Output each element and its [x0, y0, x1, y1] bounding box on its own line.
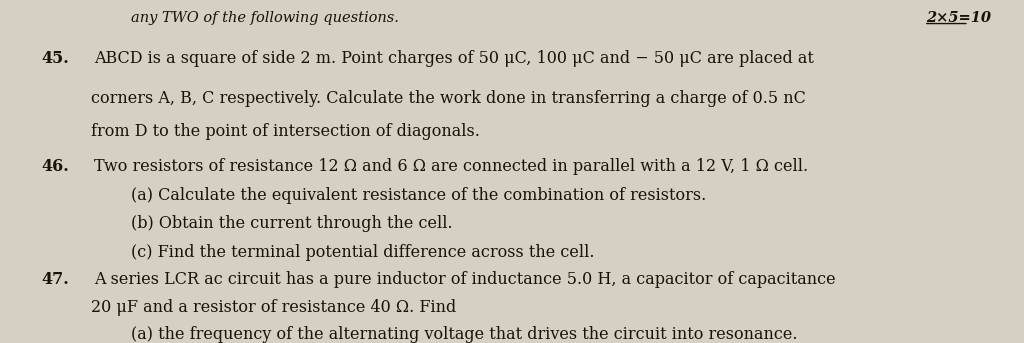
Text: A series LCR ac circuit has a pure inductor of inductance 5.0 H, a capacitor of : A series LCR ac circuit has a pure induc… [94, 271, 836, 287]
Text: 20 μF and a resistor of resistance 40 Ω. Find: 20 μF and a resistor of resistance 40 Ω.… [91, 299, 457, 316]
Text: 47.: 47. [41, 271, 69, 287]
Text: (b) Obtain the current through the cell.: (b) Obtain the current through the cell. [131, 215, 453, 232]
Text: 2×5=10: 2×5=10 [926, 11, 991, 25]
Text: 46.: 46. [41, 158, 69, 175]
Text: (a) the frequency of the alternating voltage that drives the circuit into resona: (a) the frequency of the alternating vol… [131, 326, 798, 343]
Text: from D to the point of intersection of diagonals.: from D to the point of intersection of d… [91, 123, 480, 140]
Text: ABCD is a square of side 2 m. Point charges of 50 μC, 100 μC and − 50 μC are pla: ABCD is a square of side 2 m. Point char… [94, 50, 814, 68]
Text: (a) Calculate the equivalent resistance of the combination of resistors.: (a) Calculate the equivalent resistance … [131, 187, 707, 204]
Text: corners A, B, C respectively. Calculate the work done in transferring a charge o: corners A, B, C respectively. Calculate … [91, 90, 806, 107]
Text: (c) Find the terminal potential difference across the cell.: (c) Find the terminal potential differen… [131, 244, 595, 261]
Text: 45.: 45. [41, 50, 69, 68]
Text: any TWO of the following questions.: any TWO of the following questions. [131, 11, 399, 25]
Text: Two resistors of resistance 12 Ω and 6 Ω are connected in parallel with a 12 V, : Two resistors of resistance 12 Ω and 6 Ω… [94, 158, 809, 175]
